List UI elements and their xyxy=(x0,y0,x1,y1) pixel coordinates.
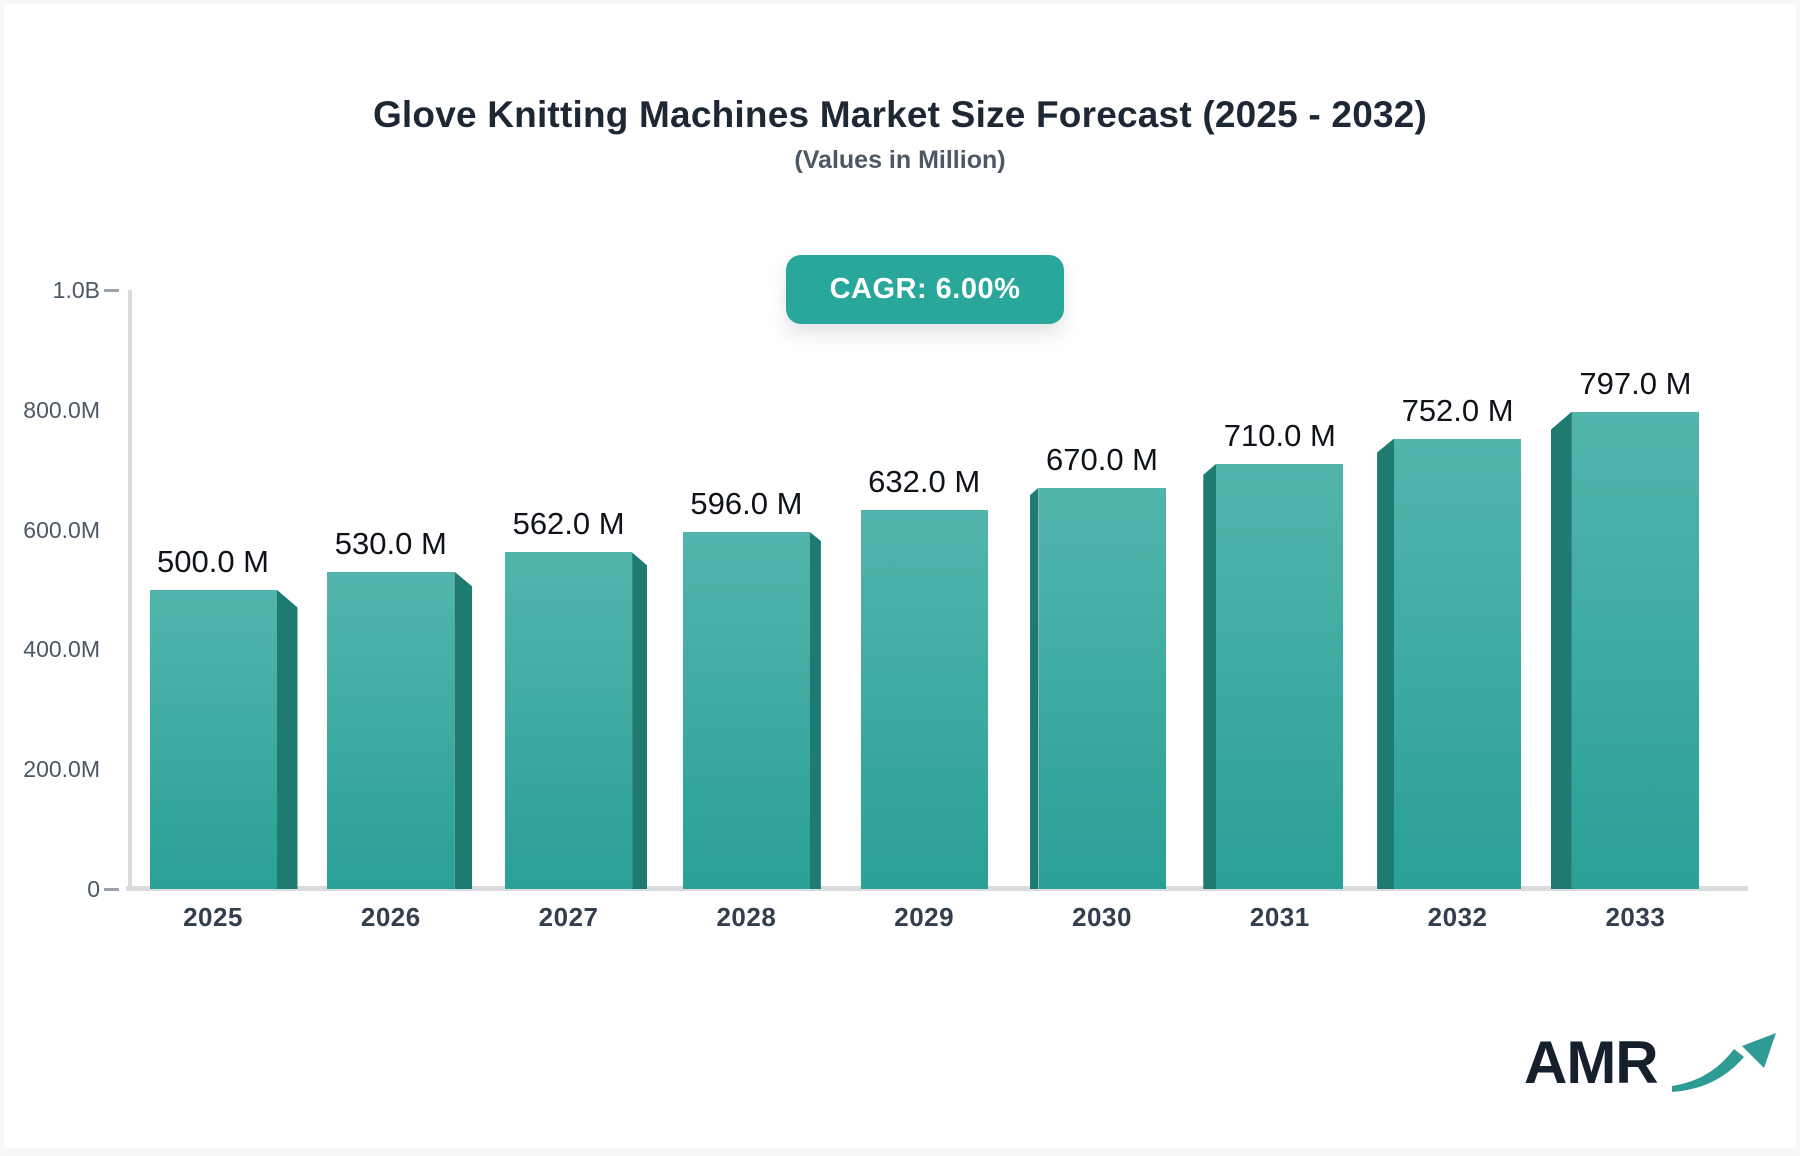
bar-3d-side xyxy=(809,531,821,889)
x-axis-label-2033: 2033 xyxy=(1605,902,1666,932)
chart-title: Glove Knitting Machines Market Size Fore… xyxy=(372,94,1428,135)
x-axis-label-2030: 2030 xyxy=(1072,902,1132,932)
bar-value-label: 500.0 M xyxy=(156,543,269,579)
bar-2032[interactable] xyxy=(1394,438,1522,889)
amr-logo-text: AMR xyxy=(1524,1029,1659,1096)
x-axis-label-2027: 2027 xyxy=(538,902,599,932)
y-tick-label: 200.0M xyxy=(23,756,100,783)
bar-2028[interactable] xyxy=(682,531,810,889)
bar-3d-side xyxy=(1029,487,1039,889)
y-tick-label: 0 xyxy=(87,876,100,902)
cagr-badge: CAGR: 6.00% xyxy=(786,255,1064,324)
bar-3d-side xyxy=(632,552,648,889)
bar-3d-side xyxy=(1550,411,1572,889)
growth-arrow-icon xyxy=(1672,1033,1776,1092)
y-tick-mark xyxy=(104,887,119,891)
y-tick-label: 800.0M xyxy=(23,396,100,423)
y-tick-label: 400.0M xyxy=(23,636,100,663)
bar-2033[interactable] xyxy=(1571,411,1699,889)
y-tick-mark xyxy=(104,288,119,292)
bar-value-label: 752.0 M xyxy=(1401,392,1514,428)
bar-value-label: 596.0 M xyxy=(690,485,803,521)
y-tick-label: 1.0B xyxy=(52,277,100,303)
x-axis-label-2032: 2032 xyxy=(1427,902,1488,932)
bar-value-label: 710.0 M xyxy=(1223,417,1336,453)
x-axis-label-2028: 2028 xyxy=(716,902,777,932)
bar-2027[interactable] xyxy=(505,552,633,889)
bar-2030[interactable] xyxy=(1038,487,1166,889)
x-axis-label-2031: 2031 xyxy=(1249,902,1310,932)
bar-value-label: 797.0 M xyxy=(1579,365,1692,401)
bar-value-label: 530.0 M xyxy=(334,525,447,561)
bar-2026[interactable] xyxy=(327,571,455,889)
bar-3d-side xyxy=(1377,438,1395,889)
bar-2031[interactable] xyxy=(1216,463,1344,889)
bar-3d-side xyxy=(276,589,298,889)
x-axis-label-2025: 2025 xyxy=(183,902,243,932)
bar-3d-side xyxy=(1203,463,1217,889)
y-tick-label: 600.0M xyxy=(23,516,100,543)
bar-3d-side xyxy=(454,571,473,889)
y-axis-line xyxy=(128,290,132,889)
x-axis-label-2029: 2029 xyxy=(894,902,955,932)
bar-value-label: 670.0 M xyxy=(1045,441,1158,477)
x-axis-label-2026: 2026 xyxy=(360,902,421,932)
bar-value-label: 632.0 M xyxy=(868,464,981,500)
bar-2029[interactable] xyxy=(860,510,988,889)
amr-logo: AMR xyxy=(1524,1028,1776,1108)
bar-2025[interactable] xyxy=(149,589,277,889)
chart-subtitle: (Values in Million) xyxy=(794,146,1006,174)
bar-value-label: 562.0 M xyxy=(512,506,625,542)
